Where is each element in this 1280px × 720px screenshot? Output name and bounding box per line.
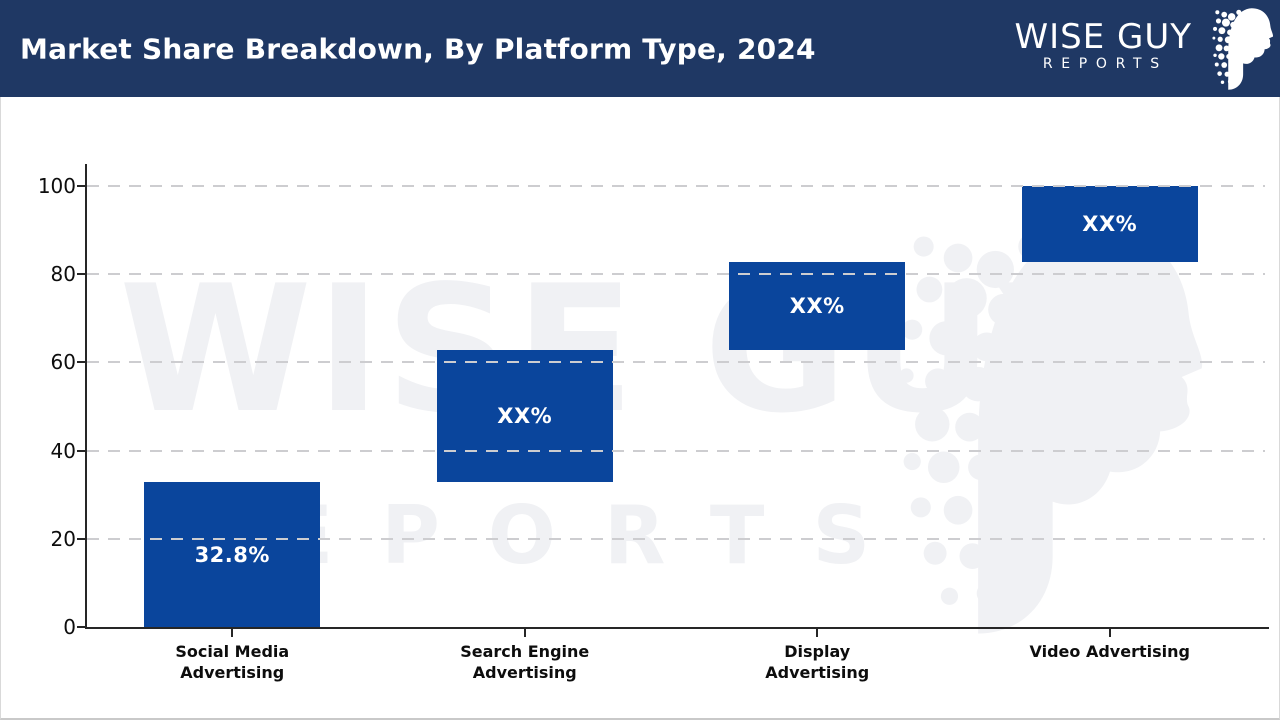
watermark-head-profile-icon bbox=[899, 226, 1203, 634]
x-category-label: Social Media Advertising bbox=[82, 642, 382, 684]
x-category-label: Display Advertising bbox=[667, 642, 967, 684]
gridline bbox=[87, 537, 1265, 540]
x-category-label-line: Video Advertising bbox=[1029, 642, 1190, 661]
gridline bbox=[87, 361, 1265, 364]
x-tick-mark bbox=[523, 629, 526, 637]
x-category-label-line: Advertising bbox=[472, 662, 577, 682]
y-tick-label: 20 bbox=[50, 526, 76, 551]
bar-value-label: 32.8% bbox=[194, 542, 270, 567]
x-category-label: Search Engine Advertising bbox=[375, 642, 675, 684]
x-axis-line bbox=[85, 627, 1269, 629]
y-tick-label: 80 bbox=[50, 262, 76, 287]
x-category-label-line: Search Engine bbox=[460, 642, 590, 661]
x-tick-mark bbox=[1108, 629, 1111, 637]
y-axis-line bbox=[85, 164, 87, 629]
bar: XX% bbox=[729, 261, 906, 351]
brand-name: WISE GUY bbox=[1014, 17, 1192, 57]
y-tick-mark bbox=[77, 626, 85, 628]
y-tick-label: 40 bbox=[50, 438, 76, 463]
y-tick-mark bbox=[77, 537, 85, 540]
brand-logo: WISE GUY REPORTS bbox=[1010, 0, 1280, 97]
x-category-label-line: Advertising bbox=[180, 662, 285, 682]
y-tick-mark bbox=[77, 361, 85, 364]
brand-subtitle: REPORTS bbox=[1042, 55, 1168, 72]
y-tick-mark bbox=[77, 449, 85, 452]
dotted-head-profile-icon bbox=[1212, 8, 1274, 90]
gridline bbox=[87, 273, 1265, 276]
x-category-label: Video Advertising bbox=[960, 642, 1260, 663]
brand-logo-text: WISE GUY REPORTS bbox=[1014, 17, 1192, 72]
header-bar: Market Share Breakdown, By Platform Type… bbox=[0, 0, 1280, 97]
y-tick-label: 100 bbox=[37, 174, 76, 198]
x-tick-mark bbox=[816, 629, 819, 637]
y-tick-label: 60 bbox=[50, 350, 76, 375]
bar: 32.8% bbox=[144, 482, 321, 627]
page-title: Market Share Breakdown, By Platform Type… bbox=[20, 32, 816, 65]
gridline bbox=[87, 449, 1265, 452]
bar: XX% bbox=[1021, 186, 1198, 262]
x-category-label-line: Display bbox=[784, 642, 851, 661]
x-category-label-line: Social Media bbox=[175, 642, 290, 661]
bar-value-label: XX% bbox=[497, 404, 553, 429]
y-tick-mark bbox=[77, 185, 85, 187]
y-tick-label: 0 bbox=[63, 615, 76, 639]
bar-value-label: XX% bbox=[1082, 211, 1138, 236]
y-tick-mark bbox=[77, 273, 85, 276]
bar-value-label: XX% bbox=[789, 294, 845, 319]
x-tick-mark bbox=[231, 629, 234, 637]
chart-area: WISE GUY REPORTS 0 20 40 60 80 100 32.8% Social… bbox=[0, 97, 1280, 720]
bar: XX% bbox=[436, 350, 613, 483]
gridline bbox=[87, 185, 1265, 187]
x-category-label-line: Advertising bbox=[765, 662, 870, 682]
